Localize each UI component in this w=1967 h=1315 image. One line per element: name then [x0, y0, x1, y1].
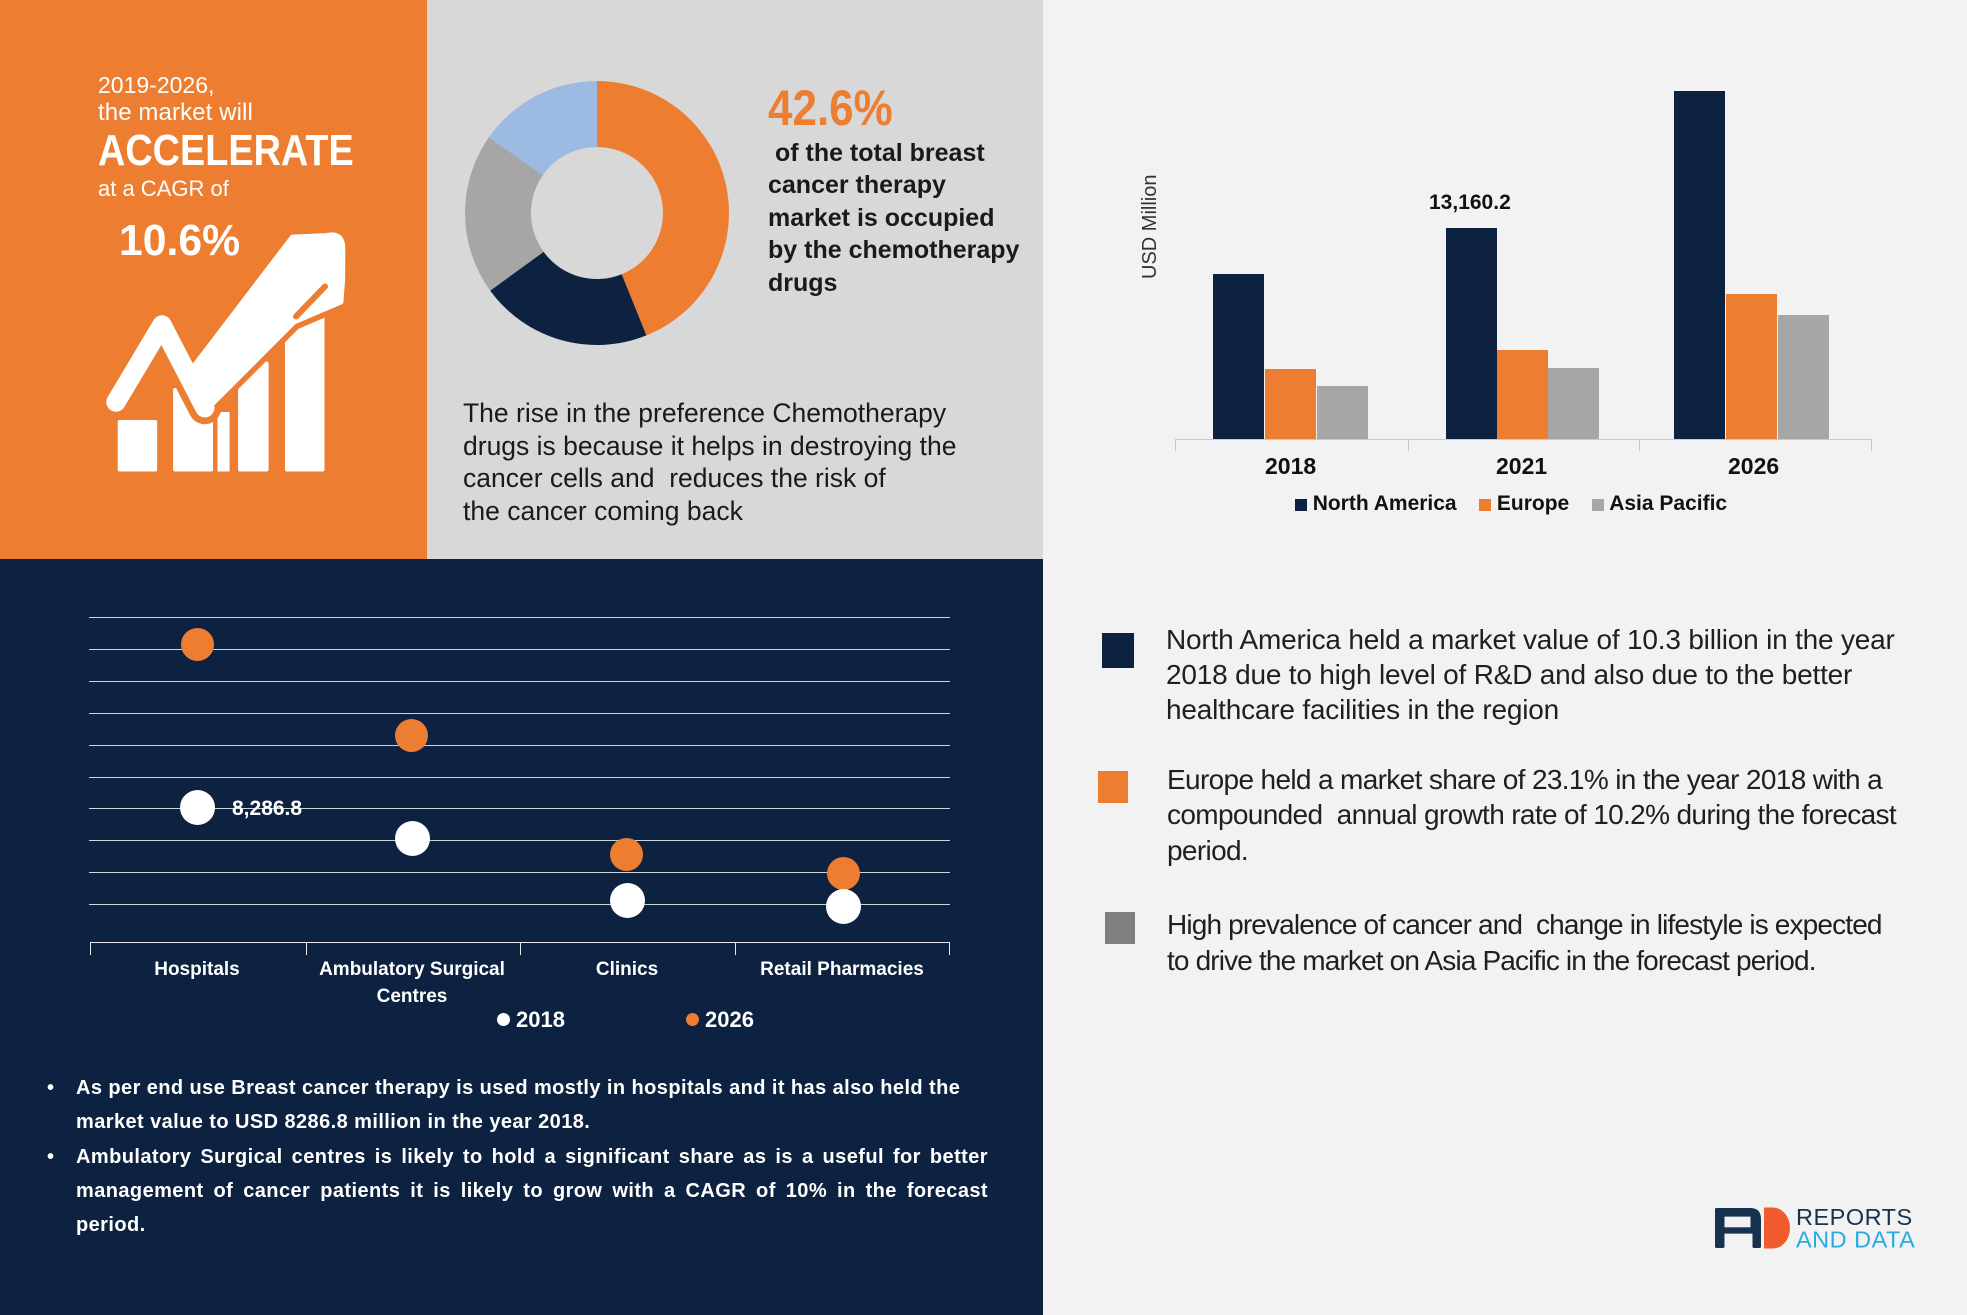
svg-text:REPORTS: REPORTS	[1796, 1206, 1913, 1230]
svg-text:AND DATA: AND DATA	[1796, 1227, 1915, 1253]
